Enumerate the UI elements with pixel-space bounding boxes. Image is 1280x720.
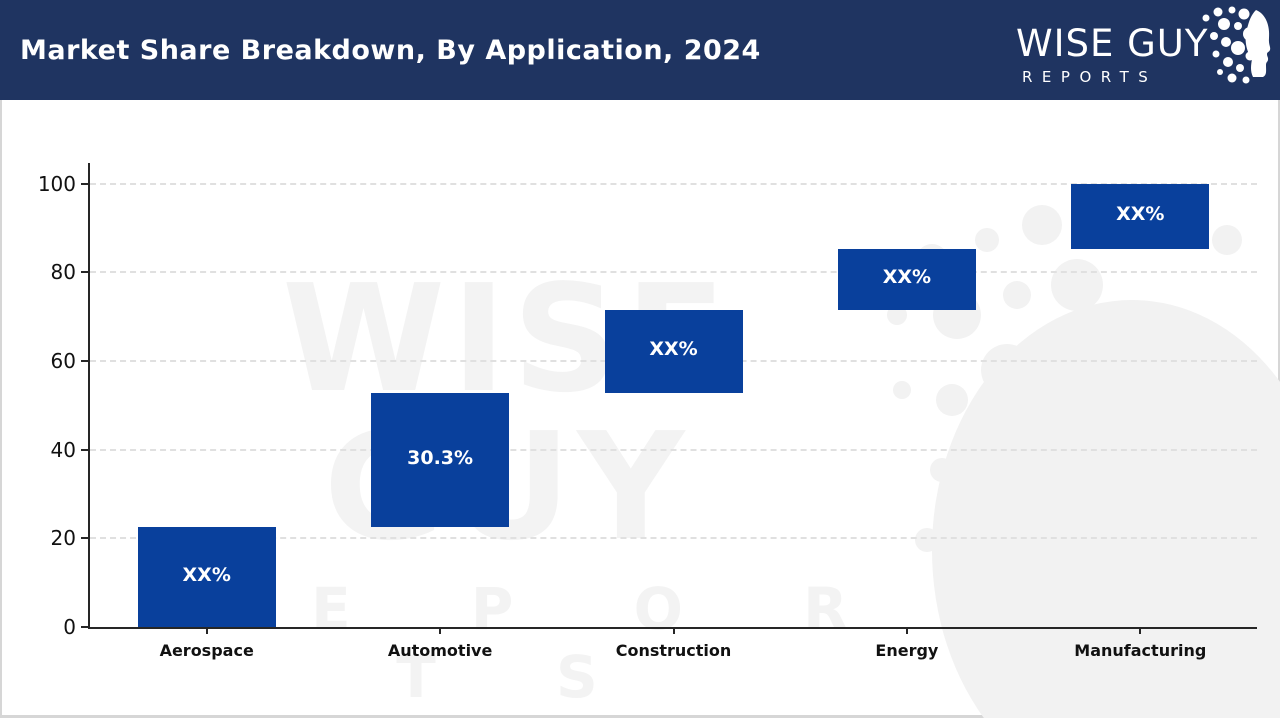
y-tick-mark-20 bbox=[81, 537, 88, 540]
header-bar: Market Share Breakdown, By Application, … bbox=[0, 0, 1280, 100]
y-tick-label-20: 20 bbox=[50, 526, 76, 551]
y-tick-mark-40 bbox=[81, 448, 88, 451]
bar-aerospace: XX% bbox=[137, 527, 276, 627]
chart-canvas: WISE GUY R E P O R T S 020406080100XX%Ae… bbox=[0, 100, 1280, 718]
x-tick-mark-manufacturing bbox=[1139, 627, 1142, 634]
bar-construction: XX% bbox=[604, 309, 743, 393]
x-tick-mark-energy bbox=[905, 627, 908, 634]
y-axis-spine bbox=[88, 163, 90, 629]
wise-guy-logo: WISE GUY REPORTS bbox=[1016, 6, 1271, 86]
y-tick-mark-100 bbox=[81, 182, 88, 185]
bar-value-label-manufacturing: XX% bbox=[1116, 203, 1165, 226]
gridline-y-80 bbox=[90, 271, 1257, 274]
y-tick-mark-0 bbox=[81, 626, 88, 628]
bar-energy: XX% bbox=[837, 248, 976, 310]
x-category-label-energy: Energy bbox=[875, 641, 939, 660]
y-tick-label-100: 100 bbox=[37, 171, 76, 196]
bar-value-label-aerospace: XX% bbox=[182, 564, 231, 587]
plot-area: 0 20 40 60 80 100 XX% Aerospace 30.3% Automotive X… bbox=[38, 163, 1257, 660]
y-tick-mark-80 bbox=[81, 271, 88, 274]
x-category-label-manufacturing: Manufacturing bbox=[1074, 641, 1207, 660]
bar-value-label-construction: XX% bbox=[649, 338, 698, 361]
gridline-y-100 bbox=[90, 182, 1257, 185]
x-tick-mark-construction bbox=[672, 627, 675, 634]
logo-subtitle: REPORTS bbox=[1022, 68, 1157, 86]
y-tick-label-60: 60 bbox=[50, 349, 76, 374]
logo-dots-head-icon bbox=[1202, 6, 1271, 84]
bar-manufacturing: XX% bbox=[1071, 183, 1210, 249]
x-category-label-construction: Construction bbox=[615, 641, 732, 660]
bar-automotive: 30.3% bbox=[371, 393, 510, 528]
x-tick-mark-automotive bbox=[439, 627, 442, 634]
bar-value-label-automotive: 30.3% bbox=[407, 447, 474, 470]
page-title: Market Share Breakdown, By Application, … bbox=[20, 34, 761, 66]
x-tick-mark-aerospace bbox=[205, 627, 208, 634]
gridline-y-20 bbox=[90, 537, 1257, 540]
logo-wordmark: WISE GUY bbox=[1016, 22, 1208, 65]
x-category-label-automotive: Automotive bbox=[387, 641, 493, 660]
bar-value-label-energy: XX% bbox=[882, 266, 932, 289]
y-tick-label-80: 80 bbox=[50, 260, 76, 285]
y-tick-mark-60 bbox=[81, 360, 88, 363]
x-category-label-aerospace: Aerospace bbox=[159, 641, 254, 660]
y-tick-label-40: 40 bbox=[50, 437, 76, 462]
gridline-y-40 bbox=[90, 448, 1257, 451]
y-tick-label-0: 0 bbox=[63, 615, 76, 639]
